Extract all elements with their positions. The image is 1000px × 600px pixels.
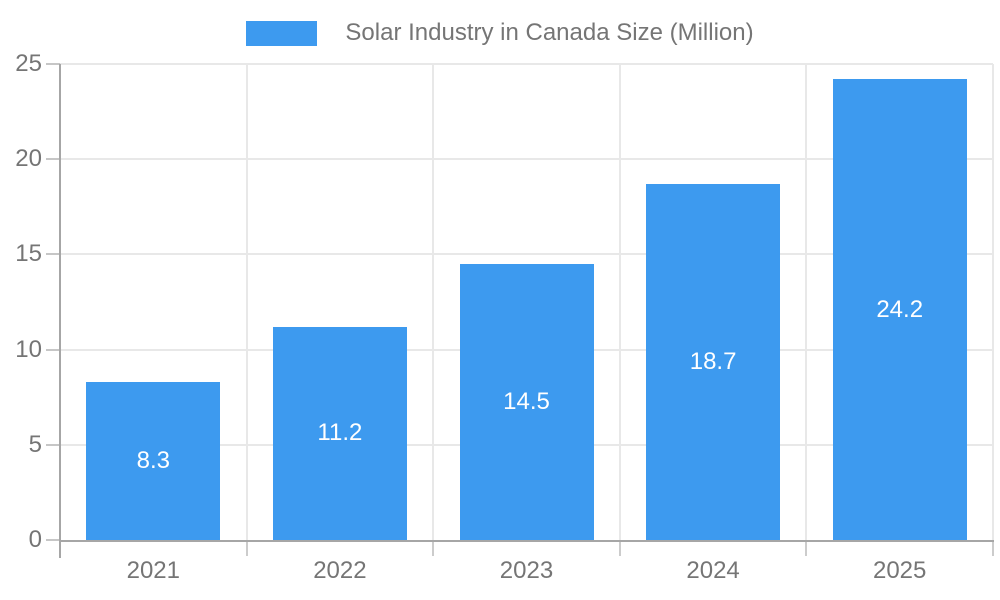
y-tick-label: 5 xyxy=(28,430,42,458)
x-tick-label-2024: 2024 xyxy=(686,557,740,584)
bar-value-label: 8.3 xyxy=(136,446,170,474)
legend-swatch xyxy=(246,20,318,46)
bar-value-label: 11.2 xyxy=(317,419,363,447)
gridline-vertical xyxy=(992,64,994,540)
gridline-vertical xyxy=(432,64,435,540)
y-tick-mark xyxy=(46,63,60,65)
bar-2025: 24.2 xyxy=(832,79,967,540)
x-tick-mark xyxy=(618,542,621,556)
x-tick-label-2025: 2025 xyxy=(872,557,927,584)
gridline-vertical xyxy=(245,64,248,540)
gridline-vertical xyxy=(805,64,808,540)
gridline-vertical xyxy=(618,64,621,540)
y-tick-mark xyxy=(46,539,60,541)
legend-label: Solar Industry in Canada Size (Million) xyxy=(345,19,754,46)
y-tick-mark xyxy=(46,253,60,256)
gridline-horizontal xyxy=(60,63,993,65)
x-tick-label-2021: 2021 xyxy=(126,557,180,584)
y-tick-label: 10 xyxy=(15,335,42,363)
y-tick-label: 15 xyxy=(15,240,42,268)
y-tick-mark xyxy=(46,443,60,446)
y-tick-label: 20 xyxy=(15,145,42,173)
x-tick-mark xyxy=(432,542,435,556)
x-tick-label-2023: 2023 xyxy=(499,557,554,584)
y-tick-mark xyxy=(46,158,60,161)
legend: Solar Industry in Canada Size (Million) xyxy=(0,19,1000,47)
gridline-horizontal xyxy=(60,253,993,256)
bar-value-label: 18.7 xyxy=(689,347,737,375)
x-tick-mark xyxy=(992,542,994,556)
y-tick-mark xyxy=(46,348,60,351)
bar-2021: 8.3 xyxy=(86,381,221,540)
x-axis-line xyxy=(59,540,994,542)
y-tick-label: 0 xyxy=(28,526,42,553)
x-tick-label-2022: 2022 xyxy=(313,557,367,584)
y-axis-line xyxy=(59,64,61,558)
bar-2022: 11.2 xyxy=(272,326,407,540)
bar-2024: 18.7 xyxy=(646,183,781,540)
x-tick-mark xyxy=(805,542,808,556)
gridline-horizontal xyxy=(60,158,993,161)
x-tick-mark xyxy=(245,542,248,556)
bar-value-label: 14.5 xyxy=(503,387,550,415)
bar-2023: 14.5 xyxy=(459,263,594,540)
y-tick-label: 25 xyxy=(15,50,42,77)
bar-value-label: 24.2 xyxy=(876,295,924,323)
